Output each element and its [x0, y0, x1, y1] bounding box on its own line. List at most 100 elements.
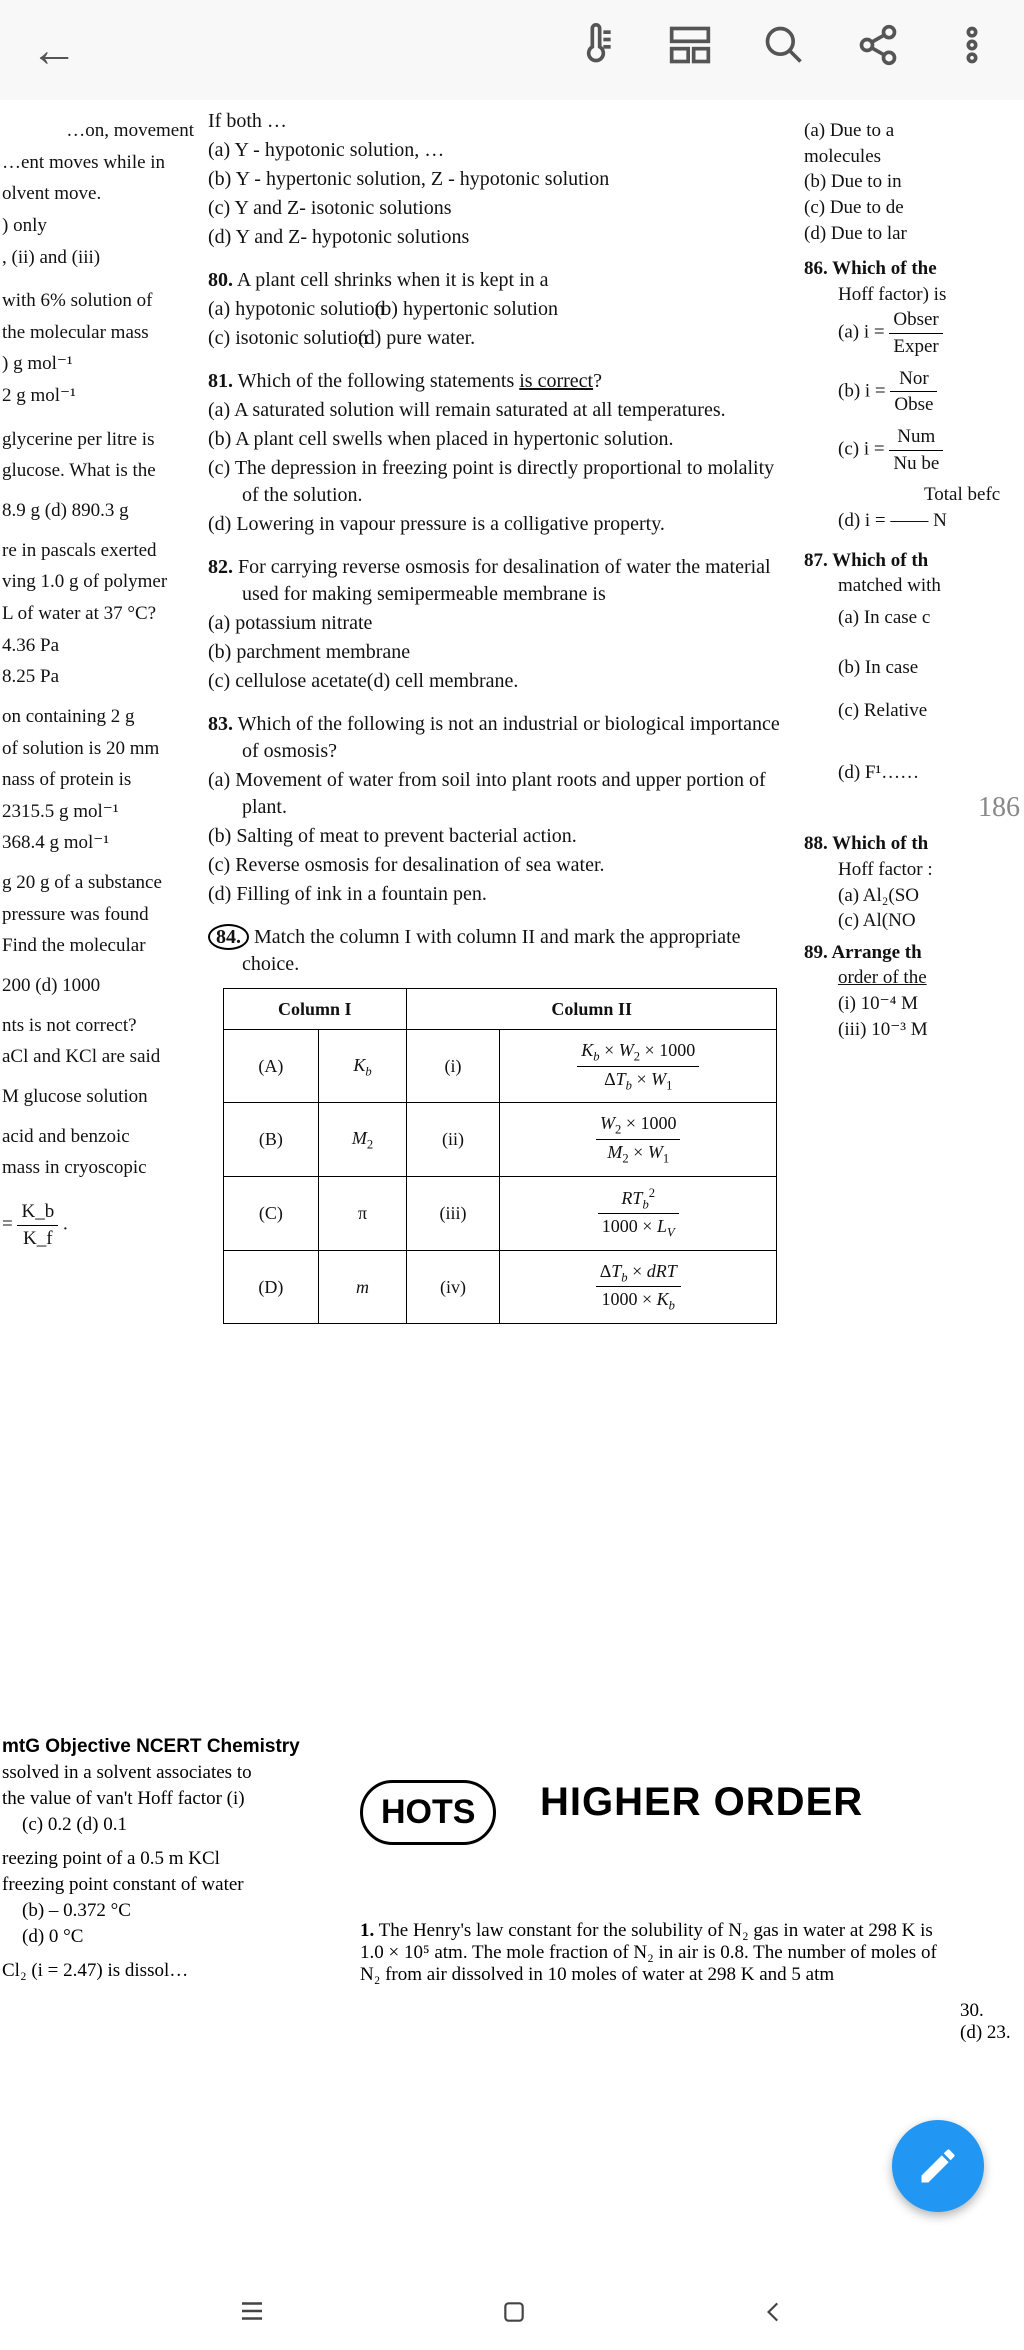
- thermometer-icon[interactable]: [574, 23, 618, 77]
- q89: 89. Arrange th: [804, 940, 1020, 966]
- frag: (a) Due to a: [804, 118, 1020, 144]
- layout-icon[interactable]: [668, 23, 712, 77]
- pre: (b) i =: [838, 380, 886, 401]
- q86-opt-d: (d) i = —— N: [804, 508, 1020, 534]
- frag: Cl₂ (i = 2.47) is dissol…: [2, 1960, 336, 1982]
- q83: 83. Which of the following is not an ind…: [208, 711, 792, 765]
- back-nav-icon[interactable]: [761, 2296, 787, 2334]
- q81: 81. Which of the following statements is…: [208, 368, 792, 395]
- q81-text: Which of the following statements is cor…: [238, 370, 602, 392]
- q86b: Hoff factor) is: [804, 282, 1020, 308]
- frag: (b) – 0.372 °C: [2, 1900, 336, 1922]
- frag: of solution is 20 mm: [2, 736, 194, 762]
- q82-c: (c) cellulose acetate: [238, 668, 367, 695]
- frag: …ent moves while in: [2, 150, 194, 176]
- q80-d: (d) pure water.: [388, 325, 475, 352]
- frag: ssolved in a solvent associates to: [2, 1762, 336, 1784]
- q83-text: Which of the following is not an industr…: [238, 713, 780, 762]
- frag: …on, movement: [2, 118, 194, 144]
- frag: re in pascals exerted: [2, 538, 194, 564]
- right-fragments: (a) Due to a molecules (b) Due to in (c)…: [800, 110, 1024, 1050]
- q79-c: (c) Y and Z- isotonic solutions: [208, 195, 792, 222]
- cell: (D): [223, 1250, 319, 1323]
- q79-b: (b) Y - hypertonic solution, Z - hypoton…: [208, 166, 792, 193]
- hots-title: HIGHER ORDER: [540, 1780, 863, 1825]
- frag: 4.36 Pa: [2, 633, 194, 659]
- q87-c: (c) Relative: [804, 698, 1020, 724]
- col2-header: Column II: [406, 989, 776, 1030]
- recent-apps-icon[interactable]: [237, 2296, 267, 2335]
- q80-c: (c) isotonic solution: [238, 325, 368, 352]
- frag: glucose. What is the: [2, 458, 194, 484]
- share-icon[interactable]: [856, 23, 900, 77]
- table-row: (C) π (iii) RTb21000 × LV: [223, 1176, 777, 1250]
- edit-fab[interactable]: [892, 2120, 984, 2212]
- hots-badge: HOTS: [360, 1780, 496, 1845]
- search-icon[interactable]: [762, 23, 806, 77]
- q87b: matched with: [804, 573, 1020, 599]
- hots-section: mtG Objective NCERT Chemistry ssolved in…: [0, 1720, 1024, 2220]
- frag: the molecular mass: [2, 320, 194, 346]
- q88-c: (c) Al(NO: [804, 908, 1020, 934]
- home-icon[interactable]: [501, 2296, 527, 2334]
- cell: Kb: [319, 1030, 407, 1103]
- cell: (ii): [406, 1103, 499, 1176]
- eq-num: K_b: [17, 1199, 58, 1226]
- page-number: 186: [804, 789, 1020, 827]
- q86-opt-b: (b) i = NorObse: [804, 366, 1020, 418]
- frag: , (ii) and (iii): [2, 245, 194, 271]
- scanned-page: …on, movement …ent moves while in olvent…: [0, 100, 1024, 1700]
- q83-num: 83.: [208, 713, 233, 735]
- cell: RTb21000 × LV: [500, 1176, 777, 1250]
- q87-a: (a) In case c: [804, 605, 1020, 631]
- frag: the value of van't Hoff factor (i): [2, 1788, 336, 1810]
- q81-num: 81.: [208, 370, 233, 392]
- q82-row: (c) cellulose acetate (d) cell membrane.: [208, 668, 792, 695]
- frag: with 6% solution of: [2, 288, 194, 314]
- cell: (B): [223, 1103, 319, 1176]
- q82: 82. For carrying reverse osmosis for des…: [208, 554, 792, 608]
- col1-header: Column I: [223, 989, 406, 1030]
- q82-b: (b) parchment membrane: [208, 639, 792, 666]
- q84: 84. Match the column I with column II an…: [208, 924, 792, 978]
- frag: reezing point of a 0.5 m KCl: [2, 1848, 336, 1870]
- frag: molecules: [804, 144, 1020, 170]
- more-icon[interactable]: [950, 23, 994, 77]
- q80: 80. A plant cell shrinks when it is kept…: [208, 267, 792, 294]
- q83-c: (c) Reverse osmosis for desalination of …: [208, 852, 792, 879]
- frag: mass in cryoscopic: [2, 1155, 194, 1181]
- frag: 30.: [960, 2000, 1011, 2022]
- q80-num: 80.: [208, 269, 233, 291]
- table-header-row: Column I Column II: [223, 989, 777, 1030]
- left-fragments: …on, movement …ent moves while in olvent…: [0, 110, 200, 1265]
- table-row: (D) m (iv) ΔTb × dRT1000 × Kb: [223, 1250, 777, 1323]
- toolbar-right: [118, 23, 994, 77]
- cell: π: [319, 1176, 407, 1250]
- q79-d: (d) Y and Z- hypotonic solutions: [208, 224, 792, 251]
- cell: W2 × 1000M2 × W1: [500, 1103, 777, 1176]
- cell: (iv): [406, 1250, 499, 1323]
- frag: nts is not correct?: [2, 1013, 194, 1039]
- frag: 2315.5 g mol⁻¹: [2, 799, 194, 825]
- q82-a: (a) potassium nitrate: [208, 610, 792, 637]
- frag: freezing point constant of water: [2, 1874, 336, 1896]
- cell: ΔTb × dRT1000 × Kb: [500, 1250, 777, 1323]
- toolbar-left: ←: [30, 23, 78, 78]
- frag: L of water at 37 °C?: [2, 601, 194, 627]
- q84-num: 84.: [208, 924, 249, 950]
- q80-text: A plant cell shrinks when it is kept in …: [237, 269, 549, 291]
- q89-iii: (iii) 10⁻³ M: [804, 1017, 1020, 1043]
- q80-row1: (a) hypotonic solution (b) hypertonic so…: [208, 296, 792, 323]
- frag: (d) 0 °C: [2, 1926, 336, 1948]
- frag: Find the molecular: [2, 933, 194, 959]
- frag: on containing 2 g: [2, 704, 194, 730]
- q89b-text: order of the: [838, 967, 927, 988]
- system-nav-bar: [0, 2280, 1024, 2350]
- table-row: (B) M2 (ii) W2 × 1000M2 × W1: [223, 1103, 777, 1176]
- back-arrow-icon[interactable]: ←: [30, 24, 78, 77]
- q82-text: For carrying reverse osmosis for desalin…: [238, 556, 771, 605]
- q86-opt-a: (a) i = ObserExper: [804, 307, 1020, 359]
- q81-d: (d) Lowering in vapour pressure is a col…: [208, 511, 792, 538]
- hots-q1-text: The Henry's law constant for the solubil…: [360, 1920, 937, 1985]
- middle-column: If both … (a) Y - hypotonic solution, … …: [200, 100, 800, 1352]
